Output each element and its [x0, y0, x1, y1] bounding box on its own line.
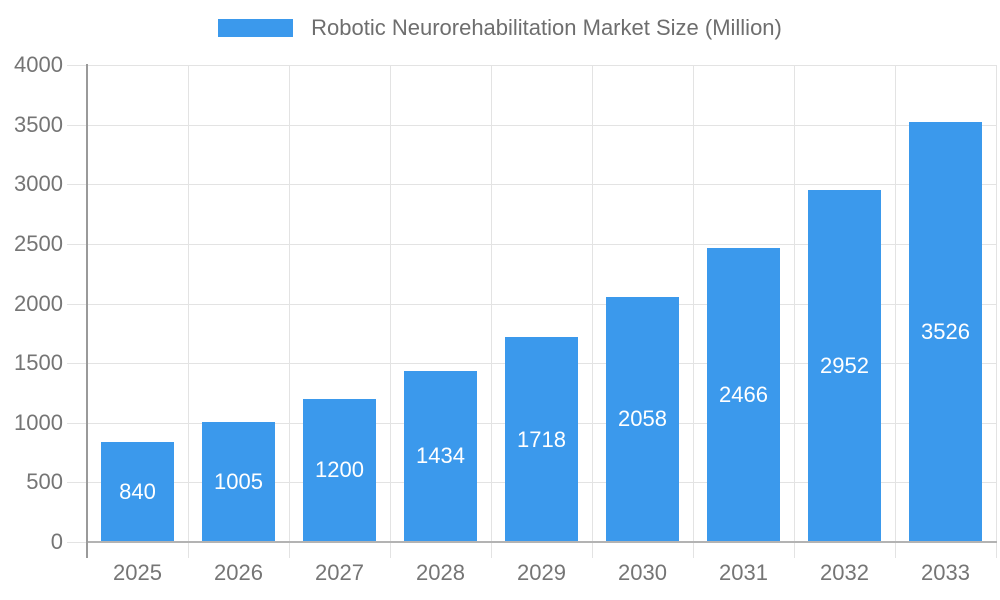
- y-tick-label: 1500: [14, 350, 63, 375]
- v-gridline: [289, 65, 290, 558]
- bar-value-label: 1005: [214, 469, 263, 494]
- v-gridline: [794, 65, 795, 558]
- y-zero-tick: [67, 542, 87, 543]
- bar-value-label: 2952: [820, 353, 869, 378]
- x-tick-label: 2028: [416, 560, 465, 585]
- x-tick-label: 2032: [820, 560, 869, 585]
- y-tick-label: 2000: [14, 291, 63, 316]
- h-gridline: [67, 65, 997, 66]
- bar[interactable]: [202, 422, 275, 541]
- y-tick-label: 3000: [14, 171, 63, 196]
- legend[interactable]: Robotic Neurorehabilitation Market Size …: [0, 14, 1000, 42]
- bar[interactable]: [606, 297, 679, 541]
- x-tick-label: 2029: [517, 560, 566, 585]
- bar[interactable]: [707, 248, 780, 541]
- h-gridline: [67, 304, 997, 305]
- bar-value-label: 3526: [921, 319, 970, 344]
- x-tick-label: 2025: [113, 560, 162, 585]
- bar-value-label: 2058: [618, 406, 667, 431]
- bar-value-label: 1718: [517, 427, 566, 452]
- bar[interactable]: [101, 442, 174, 541]
- bar[interactable]: [505, 337, 578, 541]
- v-gridline: [390, 65, 391, 558]
- v-gridline: [996, 65, 997, 558]
- x-tick-label: 2027: [315, 560, 364, 585]
- y-tick-label: 1000: [14, 410, 63, 435]
- v-gridline: [895, 65, 896, 558]
- x-tick-label: 2031: [719, 560, 768, 585]
- y-axis-line: [86, 64, 88, 558]
- y-tick-label: 2500: [14, 231, 63, 256]
- legend-label: Robotic Neurorehabilitation Market Size …: [311, 15, 782, 40]
- x-tick-label: 2033: [921, 560, 970, 585]
- y-tick-label: 500: [26, 469, 63, 494]
- h-gridline: [67, 244, 997, 245]
- h-gridline: [67, 125, 997, 126]
- bar[interactable]: [303, 399, 376, 541]
- v-gridline: [491, 65, 492, 558]
- v-gridline: [188, 65, 189, 558]
- bar-value-label: 2466: [719, 382, 768, 407]
- y-tick-label: 3500: [14, 112, 63, 137]
- legend-swatch: [218, 19, 294, 37]
- x-axis-line: [87, 541, 997, 543]
- bar-value-label: 840: [119, 479, 156, 504]
- x-tick-label: 2030: [618, 560, 667, 585]
- bar-value-label: 1434: [416, 443, 465, 468]
- bar[interactable]: [808, 190, 881, 541]
- v-gridline: [592, 65, 593, 558]
- h-gridline: [67, 184, 997, 185]
- v-gridline: [693, 65, 694, 558]
- bar[interactable]: [909, 122, 982, 541]
- bar-value-label: 1200: [315, 457, 364, 482]
- bar[interactable]: [404, 371, 477, 541]
- y-tick-label: 0: [50, 529, 63, 554]
- y-tick-label: 4000: [14, 52, 63, 77]
- x-tick-label: 2026: [214, 560, 263, 585]
